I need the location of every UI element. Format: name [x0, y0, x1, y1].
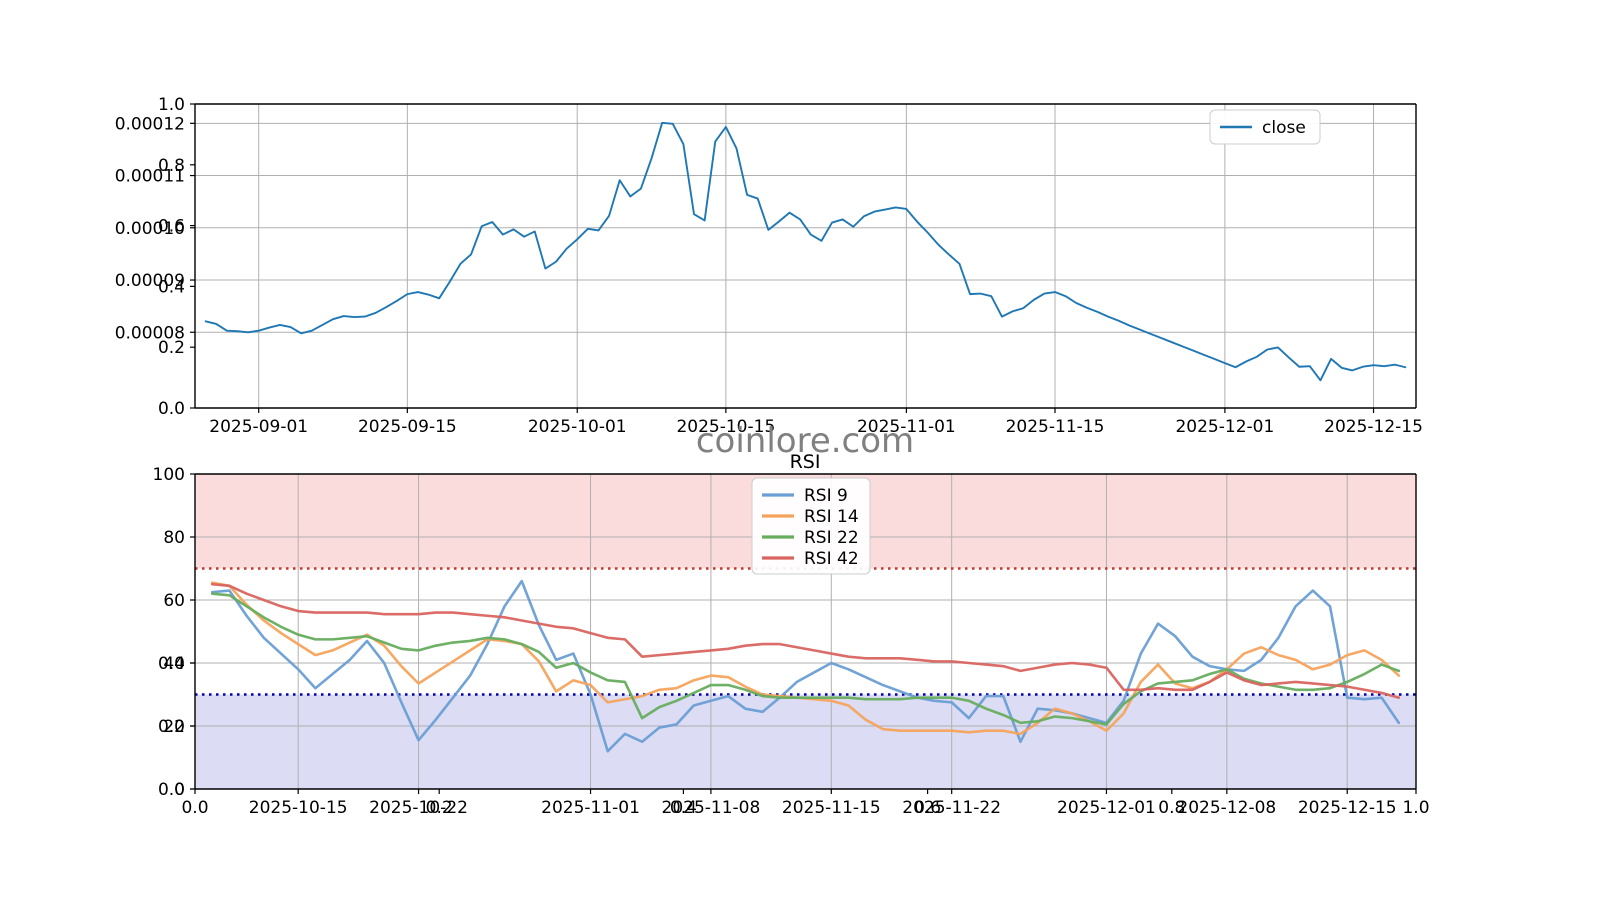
price-legend[interactable]: close	[1209, 109, 1321, 145]
rsi-x-tick-label: 2025-11-01	[541, 798, 640, 818]
price-y-tick-label: 0.00010	[115, 219, 185, 239]
price-y-tick-label-secondary: 0.0	[158, 399, 185, 419]
price-series-group	[204, 121, 1407, 382]
rsi-series-group	[210, 579, 1401, 753]
price-axes-spines	[194, 103, 1417, 409]
rsi-y-tick-label: 20	[163, 717, 185, 737]
rsi-x-tick-label: 2025-12-08	[1177, 798, 1276, 818]
price-y-tick-label-secondary: 0.6	[158, 217, 185, 237]
price-x-tick-label: 2025-09-15	[358, 417, 457, 437]
price-y-axis-secondary-labels: 0.0 0.2 0.4 0.6 0.8 1.0	[158, 95, 185, 419]
rsi-y-axis-secondary-labels: 0.0 0.2 0.4	[158, 654, 185, 800]
rsi-x-tick-label: 2025-10-22	[369, 798, 468, 818]
rsi-panel-title: RSI	[790, 451, 821, 473]
rsi-x-tick-label-secondary: 0.4	[670, 798, 697, 818]
legend-label-close: close	[1262, 118, 1306, 138]
rsi-x-tick-label: 2025-12-15	[1298, 798, 1397, 818]
rsi-y-tick-label: 100	[153, 465, 185, 485]
price-y-tick-label-secondary: 1.0	[158, 95, 185, 115]
rsi-x-tick-label-secondary: 0.0	[181, 798, 208, 818]
rsi-line-RSI-9	[210, 579, 1401, 753]
price-y-tick-label: 0.00012	[115, 114, 185, 134]
price-y-tick-label-secondary: 0.2	[158, 338, 185, 358]
price-x-tick-label: 2025-12-15	[1324, 417, 1423, 437]
price-y-tick-label-secondary: 0.4	[158, 277, 185, 297]
rsi-y-tick-label: 0	[174, 780, 185, 800]
rsi-y-tick-label-secondary: 0.0	[158, 780, 185, 800]
legend-label-RSI-14: RSI 14	[804, 507, 859, 527]
rsi-line-RSI-42	[210, 582, 1401, 699]
rsi-y-tick-label-secondary: 0.4	[158, 654, 185, 674]
legend-background	[1209, 109, 1321, 145]
rsi-x-tick-label: 2025-10-15	[249, 798, 348, 818]
price-x-tick-label: 2025-10-01	[528, 417, 627, 437]
price-x-tick-label: 2025-12-01	[1175, 417, 1274, 437]
price-x-tick-label: 2025-11-01	[857, 417, 956, 437]
rsi-x-axis-labels: 2025-10-15 2025-10-22 2025-11-01 2025-11-08…	[249, 798, 1397, 818]
price-tickmarks	[190, 103, 1375, 413]
price-y-axis-labels: 0.00008 0.00009 0.00010 0.00011 0.00012	[115, 114, 185, 343]
rsi-axes-spines	[194, 473, 1417, 790]
rsi-x-tick-label: 2025-11-15	[782, 798, 881, 818]
rsi-x-tick-label: 2025-12-01	[1057, 798, 1156, 818]
price-x-tick-label: 2025-10-15	[676, 417, 775, 437]
rsi-y-axis-labels: 0 20 40 60 80 100	[153, 465, 185, 800]
price-y-tick-label: 0.00008	[115, 323, 185, 343]
legend-label-RSI-22: RSI 22	[804, 528, 859, 548]
price-y-tick-label: 0.00009	[115, 271, 185, 291]
price-x-tick-label: 2025-11-15	[1006, 417, 1105, 437]
legend-background	[751, 477, 871, 575]
rsi-x-axis-secondary-labels: 0.0 0.2 0.4 0.6 0.8 1.0	[181, 798, 1429, 818]
rsi-x-tick-label: 2025-11-08	[662, 798, 761, 818]
rsi-x-tick-label-secondary: 0.6	[914, 798, 941, 818]
price-y-tick-label: 0.00011	[115, 167, 185, 187]
rsi-y-tick-label-secondary: 0.2	[158, 717, 185, 737]
rsi-line-RSI-22	[210, 592, 1401, 726]
rsi-x-tick-label-secondary: 0.2	[426, 798, 453, 818]
price-x-axis-labels: 2025-09-01 2025-09-15 2025-10-01 2025-10-15…	[209, 417, 1423, 437]
price-line-close	[204, 121, 1407, 382]
rsi-x-tick-label-secondary: 1.0	[1402, 798, 1429, 818]
price-x-tick-label: 2025-09-01	[209, 417, 308, 437]
watermark-label: coinlore.com	[696, 421, 914, 461]
price-y-tick-label-secondary: 0.8	[158, 156, 185, 176]
rsi-tickmarks	[190, 473, 1417, 794]
rsi-y-tick-label: 80	[163, 528, 185, 548]
rsi-y-tick-label: 60	[163, 591, 185, 611]
rsi-x-tick-label-secondary: 0.8	[1158, 798, 1185, 818]
legend-label-RSI-9: RSI 9	[804, 486, 848, 506]
rsi-y-tick-label: 40	[163, 654, 185, 674]
rsi-band	[195, 694, 1416, 789]
rsi-x-tick-label: 2025-11-22	[902, 798, 1001, 818]
legend-label-RSI-42: RSI 42	[804, 549, 859, 569]
